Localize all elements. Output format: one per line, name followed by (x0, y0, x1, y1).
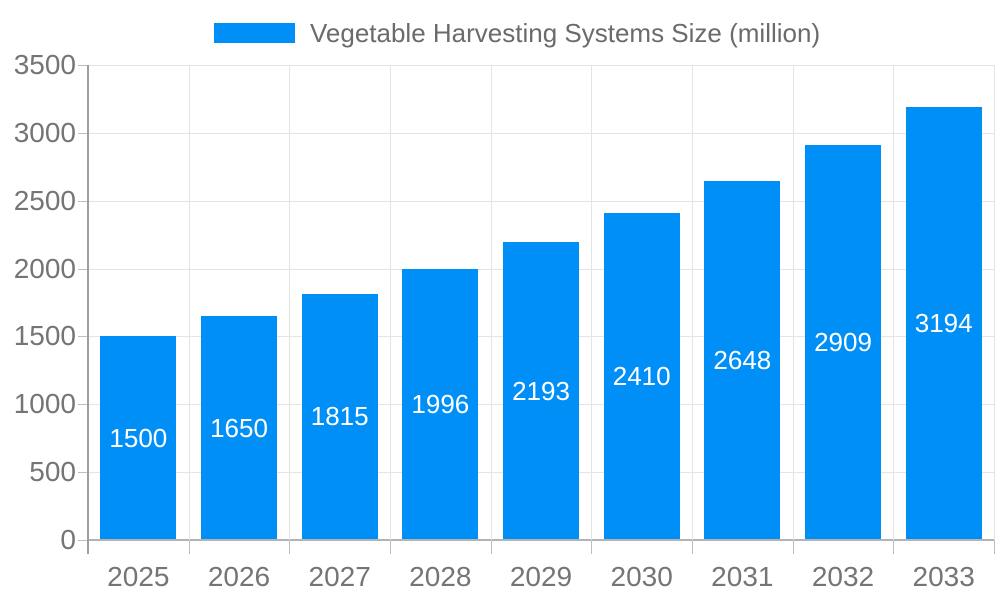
y-axis-tick (78, 540, 88, 541)
gridline-vertical (591, 65, 593, 540)
bar[interactable] (905, 106, 982, 539)
x-axis-tick (994, 540, 995, 554)
x-axis-tick (893, 540, 895, 554)
x-axis-tick (188, 540, 190, 554)
y-tick-label: 500 (29, 456, 76, 488)
x-tick-label: 2033 (912, 561, 975, 592)
x-tick-label: 2025 (107, 561, 170, 592)
y-axis-tick (78, 65, 88, 66)
y-tick-label: 1500 (13, 320, 76, 352)
y-tick-label: 3000 (13, 116, 76, 148)
y-tick-label: 2500 (13, 184, 76, 216)
x-tick-label: 2029 (509, 561, 573, 592)
bar[interactable] (201, 316, 277, 539)
gridline-vertical (893, 65, 895, 540)
x-tick-label: 2031 (711, 561, 774, 592)
legend-item[interactable]: Vegetable Harvesting Systems Size (milli… (214, 17, 820, 49)
bar[interactable] (301, 293, 378, 539)
legend-swatch (214, 23, 295, 43)
gridline-vertical (390, 65, 391, 540)
x-axis-tick (289, 540, 291, 554)
x-axis-tick (390, 540, 391, 554)
gridline-vertical (994, 65, 995, 540)
y-axis-tick (78, 472, 88, 474)
y-axis-tick (78, 200, 88, 202)
x-tick-label: 2028 (409, 561, 472, 592)
gridline-horizontal (88, 132, 994, 134)
x-tick-label: 2030 (610, 561, 673, 592)
bar[interactable] (503, 242, 579, 539)
y-axis-tick (78, 132, 88, 134)
gridline-horizontal (88, 65, 994, 66)
gridline-vertical (692, 65, 693, 540)
bar[interactable] (704, 180, 781, 539)
y-axis-line (87, 65, 89, 554)
gridline-vertical (490, 65, 492, 540)
bar[interactable] (805, 145, 881, 539)
y-axis-tick (78, 268, 88, 270)
bar[interactable] (100, 336, 177, 539)
gridline-vertical (289, 65, 291, 540)
y-tick-label: 1000 (13, 388, 76, 420)
y-tick-label: 3500 (13, 49, 76, 80)
x-axis-baseline (88, 539, 994, 541)
gridline-vertical (188, 65, 190, 540)
y-axis-tick (78, 336, 88, 338)
bar[interactable] (603, 212, 680, 539)
x-tick-label: 2026 (207, 561, 271, 592)
x-tick-label: 2027 (308, 561, 371, 592)
y-tick-label: 0 (60, 524, 76, 555)
x-tick-label: 2032 (811, 561, 875, 592)
x-axis-tick (591, 540, 593, 554)
x-axis-tick (490, 540, 492, 554)
legend-label: Vegetable Harvesting Systems Size (milli… (310, 18, 821, 48)
y-tick-label: 2000 (13, 252, 76, 284)
x-axis-tick (792, 540, 794, 554)
x-axis-tick (692, 540, 693, 554)
gridline-horizontal (88, 200, 994, 202)
bar[interactable] (402, 269, 479, 539)
gridline-vertical (792, 65, 794, 540)
y-axis-tick (78, 404, 88, 406)
